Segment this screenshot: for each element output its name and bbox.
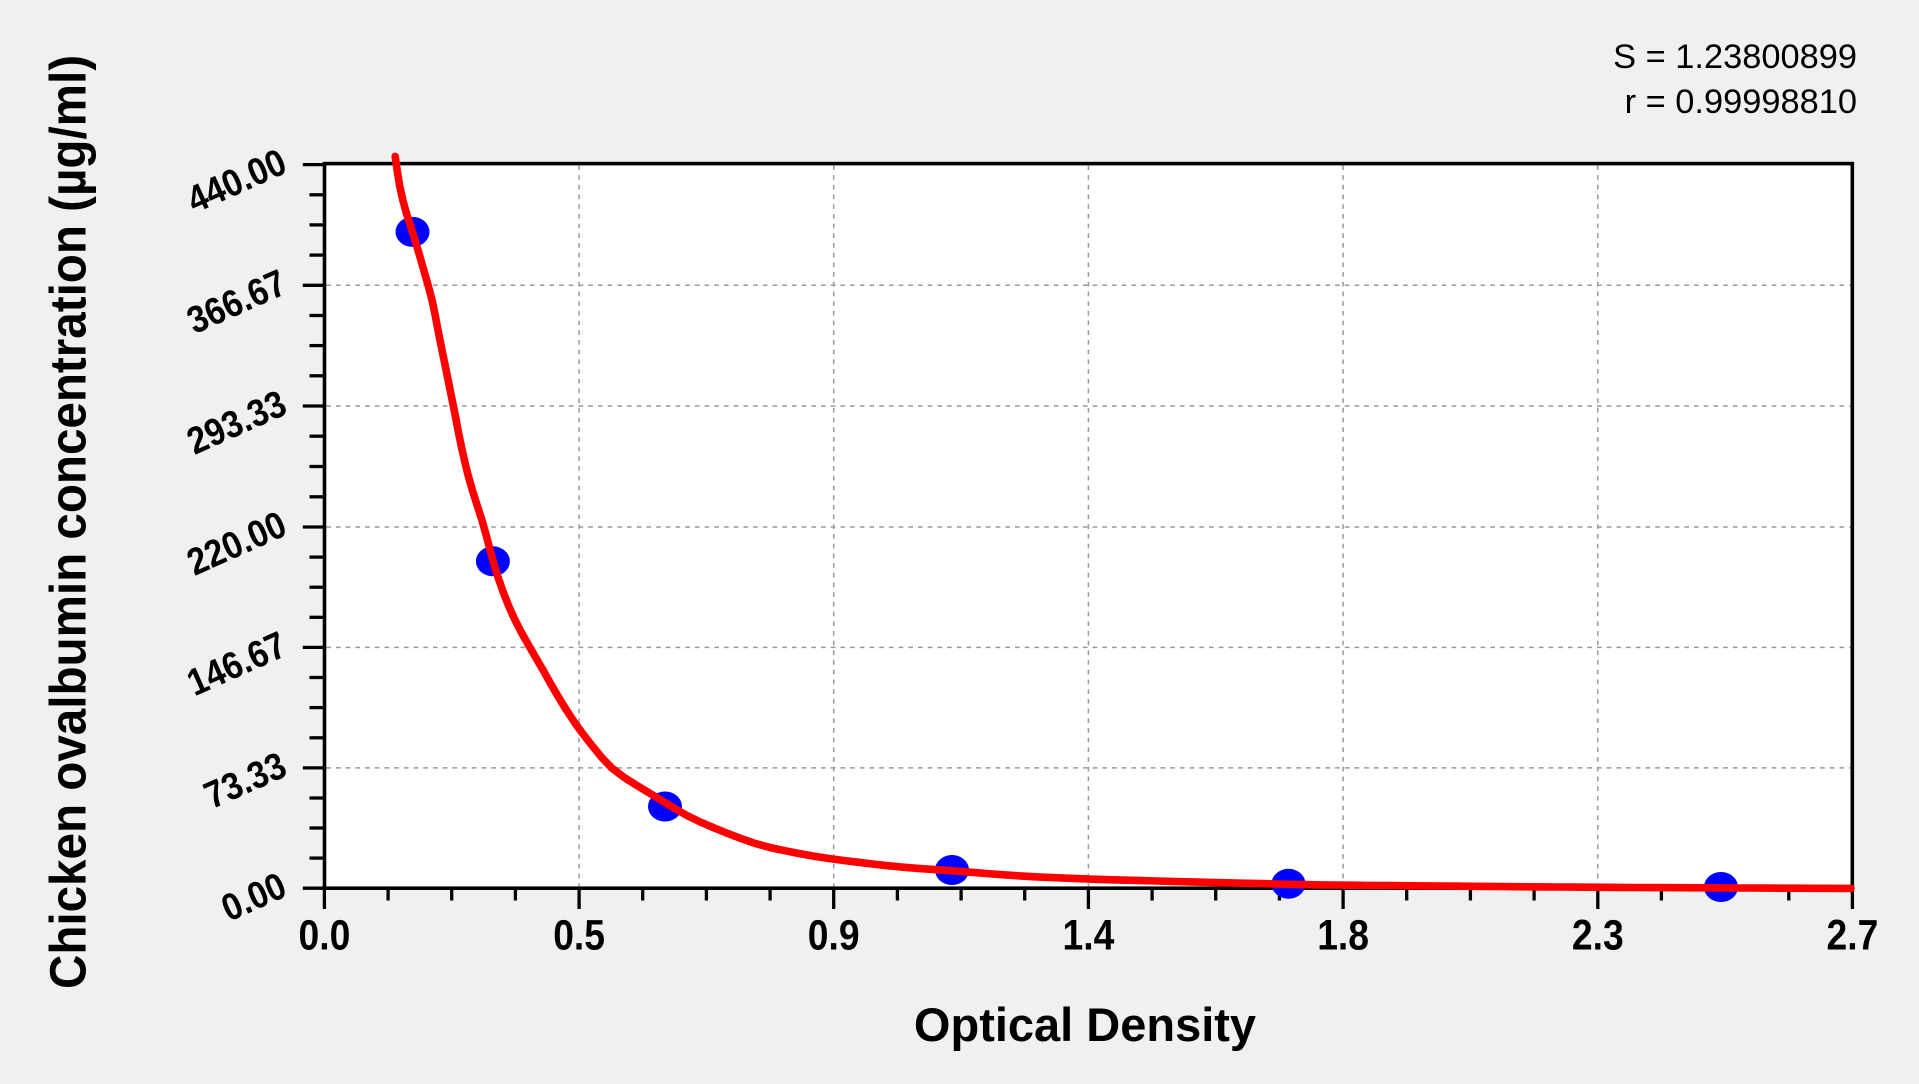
svg-text:S = 1.23800899: S = 1.23800899 xyxy=(1613,38,1857,76)
svg-text:1.8: 1.8 xyxy=(1317,912,1369,959)
svg-text:0.5: 0.5 xyxy=(553,912,605,959)
svg-text:1.4: 1.4 xyxy=(1062,912,1114,959)
svg-text:r = 0.99998810: r = 0.99998810 xyxy=(1625,83,1857,121)
svg-text:0.9: 0.9 xyxy=(808,912,860,959)
svg-text:0.0: 0.0 xyxy=(298,912,350,959)
svg-text:Optical Density: Optical Density xyxy=(914,998,1256,1051)
svg-text:2.3: 2.3 xyxy=(1572,912,1624,959)
svg-text:2.7: 2.7 xyxy=(1826,912,1878,959)
svg-text:Chicken ovalbumin concentratio: Chicken ovalbumin concentration (µg/ml) xyxy=(40,55,97,989)
